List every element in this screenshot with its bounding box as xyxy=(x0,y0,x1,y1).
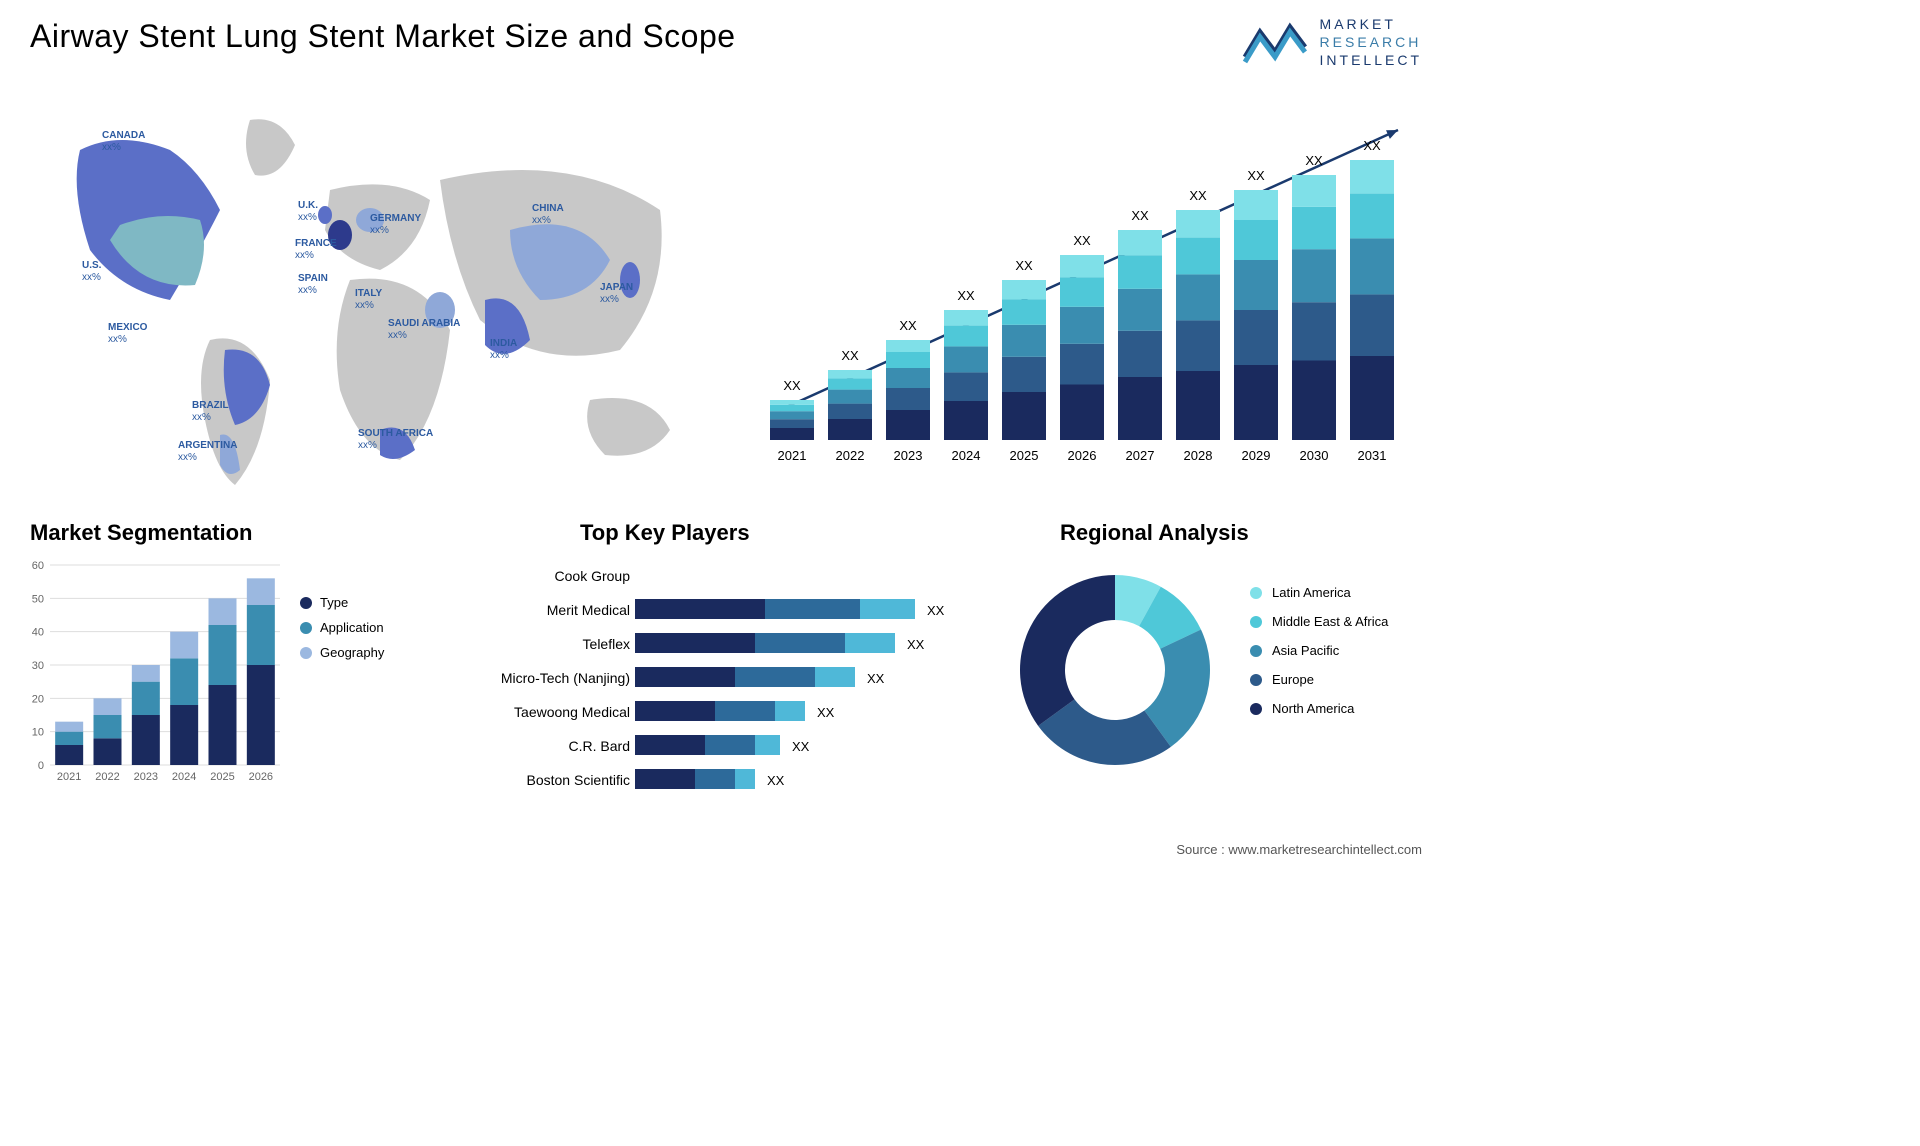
svg-text:30: 30 xyxy=(32,660,44,672)
svg-text:XX: XX xyxy=(867,671,885,686)
map-label-brazil: BRAZILxx% xyxy=(192,400,229,424)
svg-text:Cook Group: Cook Group xyxy=(555,568,631,584)
svg-text:50: 50 xyxy=(32,593,44,605)
regional-title: Regional Analysis xyxy=(1060,520,1249,546)
seg-legend-item: Type xyxy=(300,595,384,610)
svg-text:2026: 2026 xyxy=(1068,448,1097,463)
svg-text:60: 60 xyxy=(32,560,44,572)
seg-legend-item: Application xyxy=(300,620,384,635)
svg-text:2028: 2028 xyxy=(1184,448,1213,463)
svg-text:2023: 2023 xyxy=(134,771,158,783)
map-label-india: INDIAxx% xyxy=(490,338,517,362)
logo-text: MARKET RESEARCH INTELLECT xyxy=(1320,15,1422,70)
svg-text:XX: XX xyxy=(841,348,859,363)
logo-mark-icon xyxy=(1240,17,1310,67)
svg-text:XX: XX xyxy=(1305,153,1323,168)
svg-text:2029: 2029 xyxy=(1242,448,1271,463)
svg-text:2030: 2030 xyxy=(1300,448,1329,463)
segmentation-title: Market Segmentation xyxy=(30,520,253,546)
svg-text:XX: XX xyxy=(957,288,975,303)
map-label-spain: SPAINxx% xyxy=(298,273,328,297)
brand-logo: MARKET RESEARCH INTELLECT xyxy=(1240,15,1422,70)
svg-text:XX: XX xyxy=(1015,258,1033,273)
page-title: Airway Stent Lung Stent Market Size and … xyxy=(30,18,736,55)
svg-text:XX: XX xyxy=(767,773,785,788)
svg-text:XX: XX xyxy=(907,637,925,652)
map-label-china: CHINAxx% xyxy=(532,203,564,227)
key-players-title: Top Key Players xyxy=(580,520,750,546)
svg-text:XX: XX xyxy=(1247,168,1265,183)
svg-text:XX: XX xyxy=(927,603,945,618)
regional-legend-item: Europe xyxy=(1250,672,1388,687)
map-label-france: FRANCExx% xyxy=(295,238,337,262)
logo-line2: RESEARCH xyxy=(1320,33,1422,51)
svg-text:XX: XX xyxy=(1189,188,1207,203)
svg-text:Merit Medical: Merit Medical xyxy=(547,602,630,618)
map-label-italy: ITALYxx% xyxy=(355,288,382,312)
svg-text:40: 40 xyxy=(32,627,44,639)
svg-text:10: 10 xyxy=(32,727,44,739)
map-label-u-s-: U.S.xx% xyxy=(82,260,101,284)
map-label-south-africa: SOUTH AFRICAxx% xyxy=(358,428,433,452)
regional-legend-item: North America xyxy=(1250,701,1388,716)
logo-line3: INTELLECT xyxy=(1320,51,1422,69)
svg-text:XX: XX xyxy=(817,705,835,720)
svg-text:XX: XX xyxy=(792,739,810,754)
map-label-mexico: MEXICOxx% xyxy=(108,322,147,346)
source-credit: Source : www.marketresearchintellect.com xyxy=(1176,842,1422,857)
svg-text:2021: 2021 xyxy=(778,448,807,463)
svg-text:XX: XX xyxy=(783,378,801,393)
segmentation-chart: 0 10 20 30 40 50 60 2021 2022 2023 2024 2025 2026 Ty… xyxy=(20,555,430,835)
map-label-germany: GERMANYxx% xyxy=(370,213,421,237)
svg-text:2023: 2023 xyxy=(894,448,923,463)
regional-legend-item: Asia Pacific xyxy=(1250,643,1388,658)
regional-legend-item: Latin America xyxy=(1250,585,1388,600)
svg-text:XX: XX xyxy=(1131,208,1149,223)
svg-text:2031: 2031 xyxy=(1358,448,1387,463)
svg-text:2024: 2024 xyxy=(172,771,196,783)
svg-text:2026: 2026 xyxy=(249,771,273,783)
segmentation-legend: Type Application Geography xyxy=(300,595,384,670)
svg-text:2025: 2025 xyxy=(1010,448,1039,463)
regional-chart: Latin America Middle East & Africa Asia Pa… xyxy=(1000,555,1430,835)
svg-text:Micro-Tech (Nanjing): Micro-Tech (Nanjing) xyxy=(501,670,630,686)
svg-text:2025: 2025 xyxy=(210,771,234,783)
svg-text:2022: 2022 xyxy=(836,448,865,463)
svg-text:0: 0 xyxy=(38,760,44,772)
map-label-argentina: ARGENTINAxx% xyxy=(178,440,237,464)
world-map: CANADAxx% U.S.xx% MEXICOxx% BRAZILxx% ARGENT… xyxy=(20,90,720,490)
svg-text:Taewoong Medical: Taewoong Medical xyxy=(514,704,630,720)
key-players-chart: Cook Group Merit Medical XX Teleflex XX Micro… xyxy=(460,555,980,835)
svg-text:Boston Scientific: Boston Scientific xyxy=(527,772,631,788)
map-label-canada: CANADAxx% xyxy=(102,130,145,154)
svg-text:Teleflex: Teleflex xyxy=(583,636,630,652)
forecast-chart: XX 2021 XX 2022 XX 2023 XX 2024 XX 2025 XX 2026 XX 20… xyxy=(750,90,1420,480)
svg-text:XX: XX xyxy=(899,318,917,333)
regional-legend-item: Middle East & Africa xyxy=(1250,614,1388,629)
logo-line1: MARKET xyxy=(1320,15,1422,33)
svg-text:XX: XX xyxy=(1073,233,1091,248)
svg-text:2027: 2027 xyxy=(1126,448,1155,463)
map-label-u-k-: U.K.xx% xyxy=(298,200,318,224)
regional-legend: Latin America Middle East & Africa Asia Pa… xyxy=(1250,585,1388,730)
map-label-saudi-arabia: SAUDI ARABIAxx% xyxy=(388,318,460,342)
svg-text:2024: 2024 xyxy=(952,448,981,463)
svg-text:2021: 2021 xyxy=(57,771,81,783)
map-label-japan: JAPANxx% xyxy=(600,282,633,306)
svg-text:2022: 2022 xyxy=(95,771,119,783)
svg-text:20: 20 xyxy=(32,693,44,705)
svg-text:XX: XX xyxy=(1363,138,1381,153)
seg-legend-item: Geography xyxy=(300,645,384,660)
svg-text:C.R. Bard: C.R. Bard xyxy=(569,738,630,754)
